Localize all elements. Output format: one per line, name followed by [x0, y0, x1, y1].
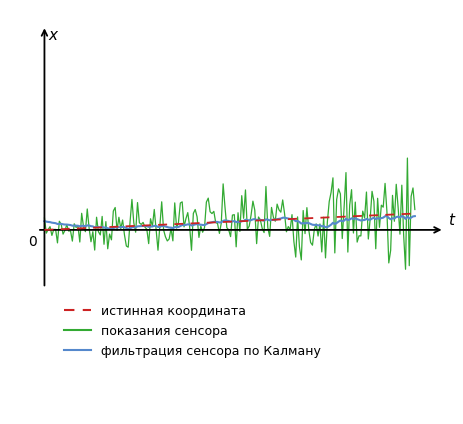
Legend: истинная координата, показания сенсора, фильтрация сенсора по Калману: истинная координата, показания сенсора, … [63, 305, 321, 358]
Text: 0: 0 [28, 234, 37, 248]
Text: $t$: $t$ [448, 212, 457, 228]
Text: $x$: $x$ [48, 28, 60, 43]
